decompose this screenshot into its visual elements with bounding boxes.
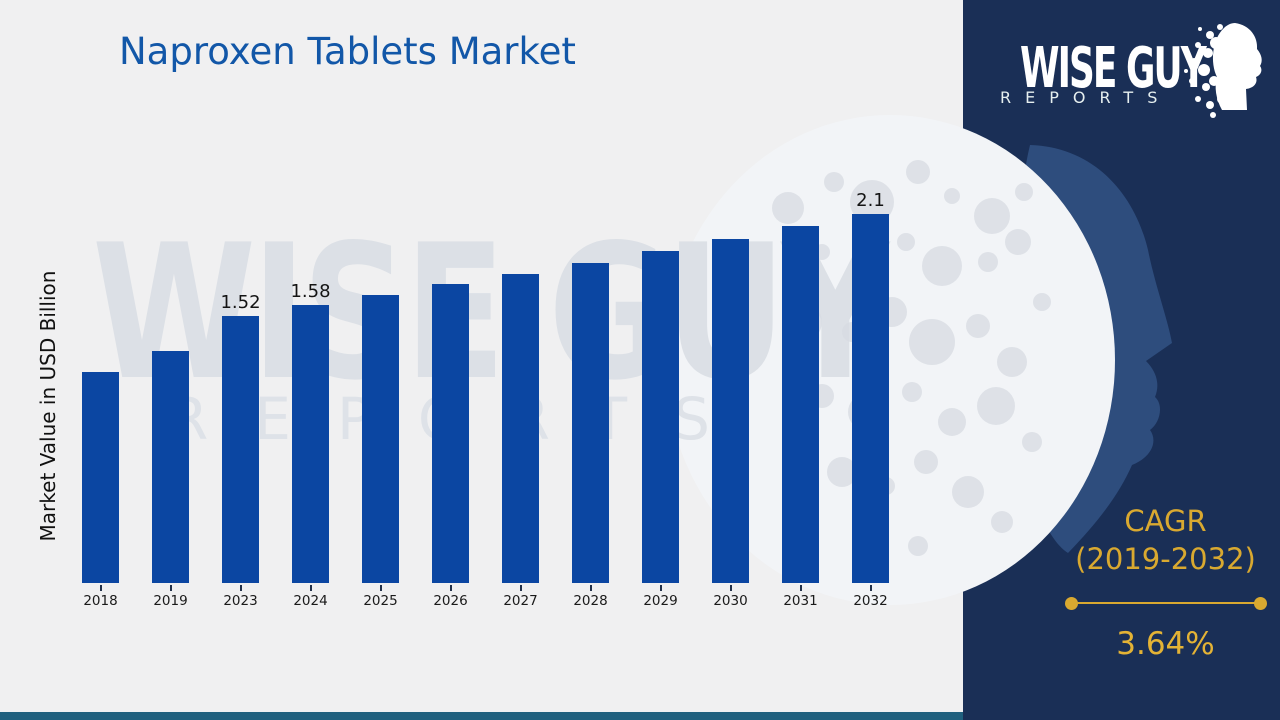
bar — [152, 351, 189, 583]
x-tick — [239, 585, 242, 591]
x-tick — [379, 585, 382, 591]
bar — [362, 295, 399, 583]
x-tick-label: 2032 — [853, 593, 888, 609]
cagr-line — [1070, 602, 1261, 604]
bar-value-label: 1.52 — [220, 292, 261, 313]
logo-wordmark: WISE GUY — [1020, 36, 1207, 101]
bar — [782, 226, 819, 583]
x-tick — [99, 585, 102, 591]
bar — [82, 372, 119, 583]
cagr-range: (2019-2032) — [1075, 542, 1256, 576]
x-tick — [519, 585, 522, 591]
bottom-accent-strip — [0, 712, 963, 720]
x-tick-label: 2028 — [573, 593, 608, 609]
x-tick — [799, 585, 802, 591]
bar — [712, 239, 749, 583]
cagr-value: 3.64% — [1116, 626, 1215, 662]
x-tick-label: 2027 — [503, 593, 538, 609]
x-tick — [589, 585, 592, 591]
cagr-underline — [1064, 596, 1267, 610]
x-tick-label: 2031 — [783, 593, 818, 609]
cagr-block: CAGR (2019-2032) 3.64% — [1058, 504, 1273, 662]
cagr-line-right-dot — [1253, 596, 1267, 610]
logo-head-icon — [1184, 23, 1262, 118]
bar-value-label: 2.1 — [856, 190, 885, 211]
bar — [852, 214, 889, 583]
x-tick — [309, 585, 312, 591]
x-tick-label: 2029 — [643, 593, 678, 609]
bar-value-label: 1.58 — [290, 281, 331, 302]
x-tick-label: 2023 — [223, 593, 258, 609]
page-title: Naproxen Tablets Market — [119, 30, 576, 73]
x-tick — [869, 585, 872, 591]
bar — [222, 316, 259, 583]
bar — [432, 284, 469, 583]
x-tick — [449, 585, 452, 591]
x-tick — [169, 585, 172, 591]
logo-reports-text: REPORTS — [1000, 88, 1172, 107]
x-tick-label: 2024 — [293, 593, 328, 609]
x-tick — [659, 585, 662, 591]
bar — [292, 305, 329, 583]
bar — [572, 263, 609, 583]
x-tick — [729, 585, 732, 591]
cagr-label: CAGR — [1124, 504, 1207, 538]
x-tick-label: 2030 — [713, 593, 748, 609]
x-tick-label: 2025 — [363, 593, 398, 609]
x-tick-label: 2018 — [83, 593, 118, 609]
bar — [502, 274, 539, 583]
bar — [642, 251, 679, 583]
x-tick-label: 2019 — [153, 593, 188, 609]
x-tick-label: 2026 — [433, 593, 468, 609]
